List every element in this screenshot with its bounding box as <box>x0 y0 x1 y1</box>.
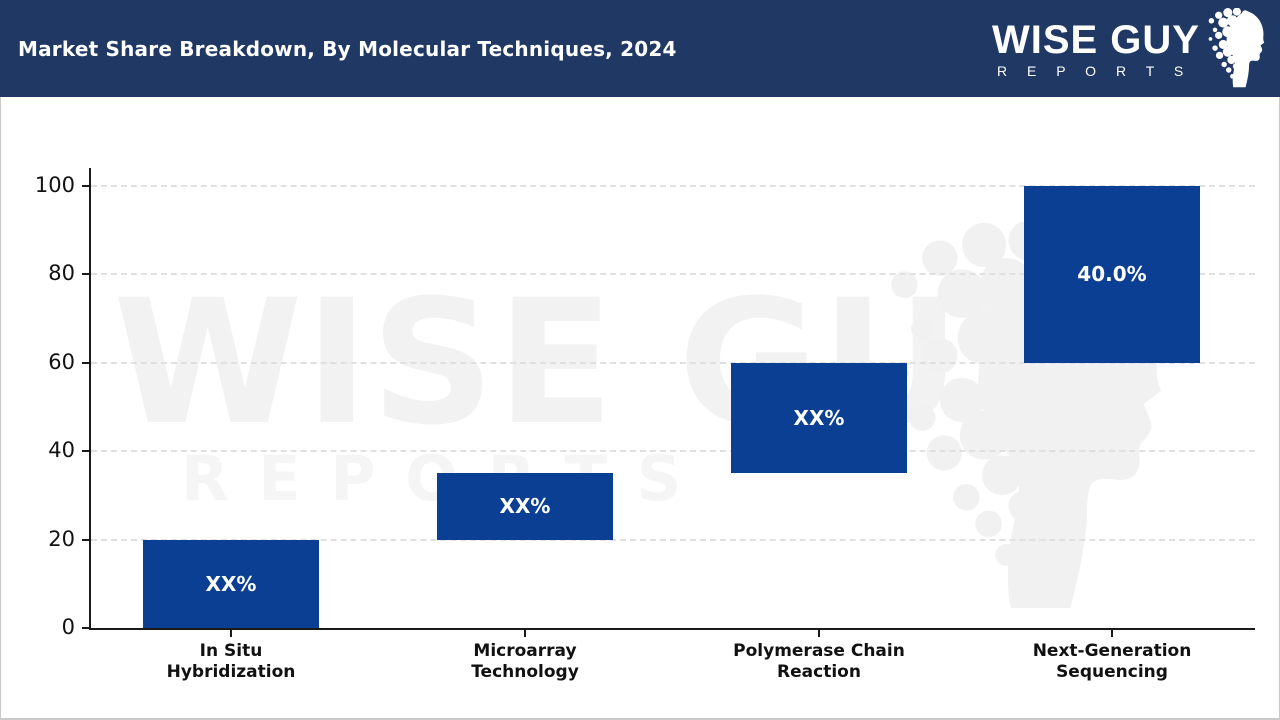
y-tick-label: 100 <box>34 173 75 197</box>
bar-segment: XX% <box>731 362 907 474</box>
wiseguy-logo: WISE GUY R E P O R T S <box>992 6 1268 92</box>
x-category-line: Polymerase Chain <box>733 641 905 661</box>
y-tick-mark <box>82 273 89 276</box>
y-tick-label: 80 <box>48 261 75 286</box>
x-tick-mark <box>524 630 526 637</box>
gridline <box>91 450 1255 453</box>
x-tick-mark <box>230 630 232 637</box>
y-tick-label: 40 <box>48 438 75 463</box>
x-category-line: Hybridization <box>166 662 296 682</box>
bar-segment: XX% <box>437 473 613 540</box>
bar-value-label: 40.0% <box>1077 262 1147 287</box>
y-tick-mark <box>82 538 89 541</box>
x-category-line: Next-Generation <box>1032 641 1192 661</box>
bar-value-label: XX% <box>793 406 845 431</box>
bar-value-label: XX% <box>205 571 257 596</box>
wiseguy-head-icon <box>1208 8 1265 88</box>
x-tick-mark <box>1111 630 1113 637</box>
y-tick-label: 0 <box>61 615 75 639</box>
y-tick-label: 60 <box>48 349 75 374</box>
x-category-label: Microarray Technology <box>378 641 672 683</box>
page-title: Market Share Breakdown, By Molecular Tec… <box>18 36 677 61</box>
y-tick-mark <box>82 361 89 364</box>
y-tick-mark <box>82 185 89 187</box>
x-category-line: Sequencing <box>1056 662 1168 682</box>
logo-wordmark-block: WISE GUY R E P O R T S <box>992 20 1200 79</box>
gridline <box>91 538 1255 541</box>
x-category-line: Microarray <box>473 641 577 661</box>
y-tick-mark <box>82 627 89 629</box>
x-category-label: In Situ Hybridization <box>84 641 378 683</box>
logo-subtitle: R E P O R T S <box>996 62 1192 79</box>
y-tick-label: 20 <box>48 526 75 551</box>
y-axis-spine <box>89 168 91 630</box>
bar-segment: XX% <box>143 539 319 628</box>
bar-value-label: XX% <box>499 494 551 519</box>
gridline <box>91 185 1255 187</box>
gridline <box>91 361 1255 364</box>
y-tick-mark <box>82 450 89 453</box>
logo-wordmark: WISE GUY <box>991 17 1200 62</box>
x-category-label: Polymerase Chain Reaction <box>672 641 966 683</box>
chart-area: WISE GUY R E P O R T S 0 20 40 60 80 100 XX% XX… <box>0 97 1280 720</box>
x-axis-spine <box>89 628 1255 630</box>
bar-segment: 40.0% <box>1024 186 1200 363</box>
x-category-line: Technology <box>471 662 579 682</box>
x-category-line: Reaction <box>777 662 861 682</box>
x-category-line: In Situ <box>199 641 263 661</box>
x-tick-mark <box>818 630 820 637</box>
gridline <box>91 273 1255 276</box>
x-category-label: Next-Generation Sequencing <box>965 641 1259 683</box>
header: Market Share Breakdown, By Molecular Tec… <box>0 0 1280 97</box>
